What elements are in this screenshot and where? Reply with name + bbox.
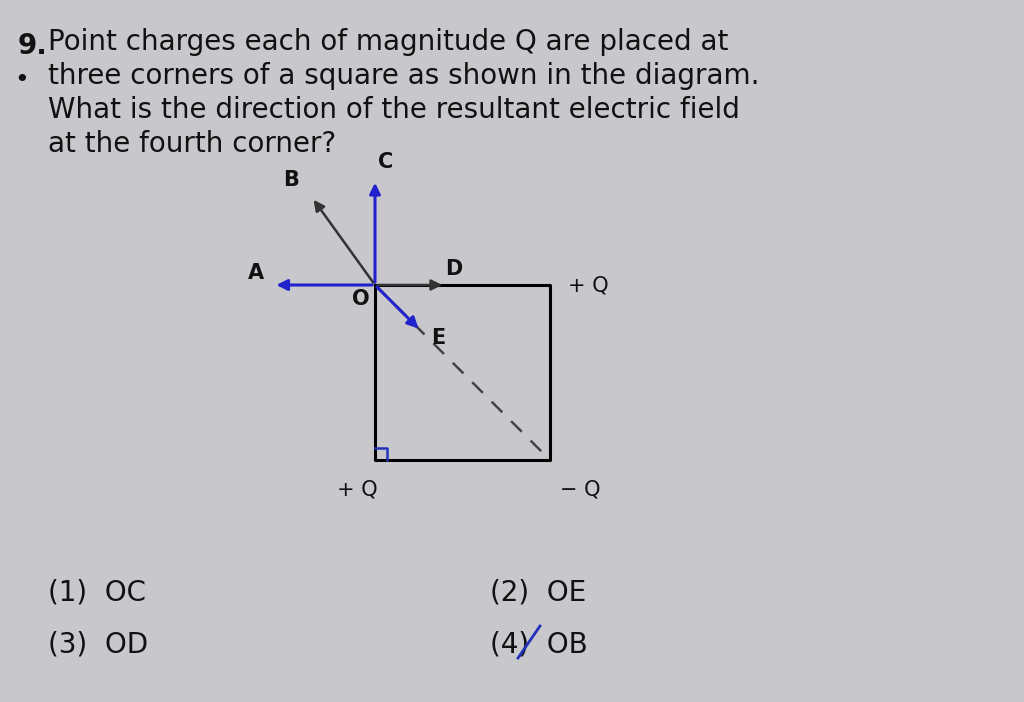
Text: three corners of a square as shown in the diagram.: three corners of a square as shown in th… [48,62,760,90]
Text: Point charges each of magnitude Q are placed at: Point charges each of magnitude Q are pl… [48,28,728,56]
Text: (4)  OB: (4) OB [490,630,588,658]
Text: D: D [445,259,463,279]
Text: E: E [431,328,445,347]
Text: at the fourth corner?: at the fourth corner? [48,130,336,158]
Text: (1)  OC: (1) OC [48,578,146,606]
Text: C: C [378,152,393,173]
Text: (3)  OD: (3) OD [48,630,148,658]
Text: B: B [283,170,299,190]
Text: O: O [352,289,370,309]
Text: + Q: + Q [337,480,378,500]
Text: A: A [248,263,264,283]
Text: (2)  OE: (2) OE [490,578,587,606]
Text: 9.: 9. [18,32,48,60]
Text: •: • [14,68,29,92]
Text: − Q: − Q [560,480,600,500]
Text: + Q: + Q [568,275,608,295]
Text: What is the direction of the resultant electric field: What is the direction of the resultant e… [48,96,740,124]
